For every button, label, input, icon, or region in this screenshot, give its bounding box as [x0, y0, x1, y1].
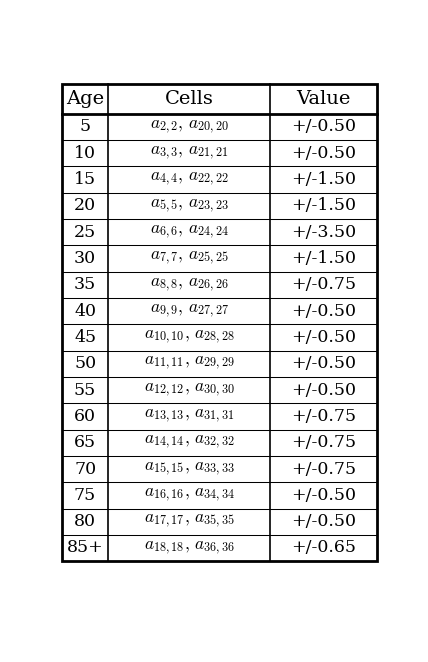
- Text: +/-0.50: +/-0.50: [291, 145, 356, 162]
- Text: $a_{4,4},\, a_{22,22}$: $a_{4,4},\, a_{22,22}$: [150, 171, 229, 188]
- Text: $a_{2,2},\, a_{20,20}$: $a_{2,2},\, a_{20,20}$: [150, 118, 229, 136]
- Text: $a_{7,7},\, a_{25,25}$: $a_{7,7},\, a_{25,25}$: [150, 250, 229, 267]
- Text: +/-3.50: +/-3.50: [291, 224, 356, 241]
- Text: $a_{16,16},\, a_{34,34}$: $a_{16,16},\, a_{34,34}$: [143, 487, 235, 504]
- Text: +/-0.50: +/-0.50: [291, 513, 356, 530]
- Text: 70: 70: [74, 461, 96, 477]
- Text: 65: 65: [74, 434, 96, 451]
- Text: $a_{8,8},\, a_{26,26}$: $a_{8,8},\, a_{26,26}$: [150, 276, 229, 293]
- Text: $a_{17,17},\, a_{35,35}$: $a_{17,17},\, a_{35,35}$: [144, 513, 235, 530]
- Text: 55: 55: [74, 381, 96, 399]
- Text: +/-0.50: +/-0.50: [291, 329, 356, 346]
- Text: Cells: Cells: [165, 89, 214, 108]
- Text: 40: 40: [74, 303, 96, 320]
- Text: $a_{5,5},\, a_{23,23}$: $a_{5,5},\, a_{23,23}$: [150, 197, 229, 214]
- Text: $a_{13,13},\, a_{31,31}$: $a_{13,13},\, a_{31,31}$: [144, 408, 235, 425]
- Text: +/-0.65: +/-0.65: [291, 540, 356, 557]
- Text: Value: Value: [296, 89, 351, 108]
- Text: $a_{12,12},\, a_{30,30}$: $a_{12,12},\, a_{30,30}$: [144, 381, 235, 399]
- Text: +/-0.50: +/-0.50: [291, 355, 356, 372]
- Text: 15: 15: [74, 171, 96, 188]
- Text: $a_{18,18},\, a_{36,36}$: $a_{18,18},\, a_{36,36}$: [144, 540, 235, 557]
- Text: 75: 75: [74, 487, 96, 504]
- Text: +/-1.50: +/-1.50: [291, 250, 356, 267]
- Text: $a_{15,15},\, a_{33,33}$: $a_{15,15},\, a_{33,33}$: [144, 460, 235, 478]
- Text: +/-0.75: +/-0.75: [291, 434, 356, 451]
- Text: +/-0.50: +/-0.50: [291, 487, 356, 504]
- Text: 35: 35: [74, 276, 96, 293]
- Text: +/-0.50: +/-0.50: [291, 118, 356, 136]
- Text: 60: 60: [74, 408, 96, 425]
- Text: 10: 10: [74, 145, 96, 162]
- Text: +/-0.75: +/-0.75: [291, 276, 356, 293]
- Text: $a_{10,10},\, a_{28,28}$: $a_{10,10},\, a_{28,28}$: [144, 329, 235, 346]
- Text: 20: 20: [74, 197, 96, 214]
- Text: +/-1.50: +/-1.50: [291, 171, 356, 188]
- Text: $a_{6,6},\, a_{24,24}$: $a_{6,6},\, a_{24,24}$: [150, 224, 229, 241]
- Text: +/-0.50: +/-0.50: [291, 381, 356, 399]
- Text: 30: 30: [74, 250, 96, 267]
- Text: 45: 45: [74, 329, 96, 346]
- Text: +/-0.75: +/-0.75: [291, 408, 356, 425]
- Text: +/-0.75: +/-0.75: [291, 461, 356, 477]
- Text: $a_{14,14},\, a_{32,32}$: $a_{14,14},\, a_{32,32}$: [144, 434, 235, 451]
- Text: 80: 80: [74, 513, 96, 530]
- Text: Age: Age: [66, 89, 104, 108]
- Text: $a_{9,9},\, a_{27,27}$: $a_{9,9},\, a_{27,27}$: [149, 303, 229, 320]
- Text: +/-0.50: +/-0.50: [291, 303, 356, 320]
- Text: 5: 5: [80, 118, 91, 136]
- Text: $a_{11,11},\, a_{29,29}$: $a_{11,11},\, a_{29,29}$: [144, 355, 235, 373]
- Text: +/-1.50: +/-1.50: [291, 197, 356, 214]
- Text: 50: 50: [74, 355, 96, 372]
- Text: $a_{3,3},\, a_{21,21}$: $a_{3,3},\, a_{21,21}$: [150, 144, 228, 162]
- Text: 25: 25: [74, 224, 96, 241]
- Text: 85+: 85+: [67, 540, 104, 557]
